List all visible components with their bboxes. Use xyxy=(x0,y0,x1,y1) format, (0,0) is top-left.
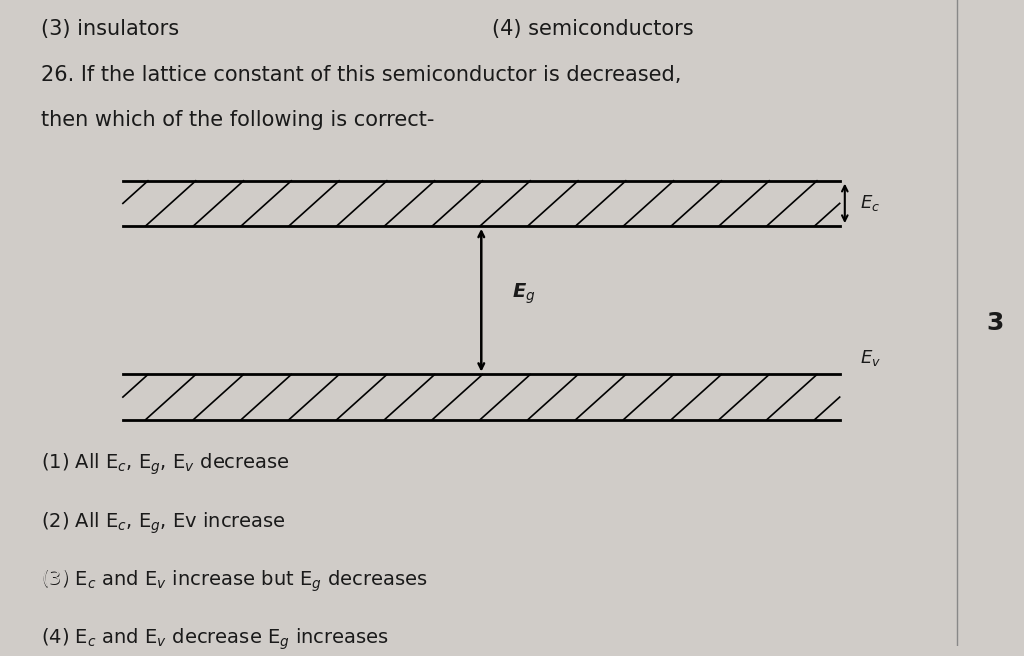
Text: E$_c$: E$_c$ xyxy=(860,194,881,213)
Text: (2) All E$_{c}$, E$_{g}$, Ev increase: (2) All E$_{c}$, E$_{g}$, Ev increase xyxy=(41,510,286,535)
Text: (4) E$_{c}$ and E$_{v}$ decrease E$_{g}$ increases: (4) E$_{c}$ and E$_{v}$ decrease E$_{g}$… xyxy=(41,626,389,652)
Text: (4) semiconductors: (4) semiconductors xyxy=(492,20,693,39)
Text: then which of the following is correct-: then which of the following is correct- xyxy=(41,110,434,130)
Text: (3): (3) xyxy=(41,568,69,587)
Text: 3: 3 xyxy=(986,311,1004,335)
Text: (1) All E$_{c}$, E$_{g}$, E$_{v}$ decrease: (1) All E$_{c}$, E$_{g}$, E$_{v}$ decrea… xyxy=(41,452,290,478)
Text: E$_v$: E$_v$ xyxy=(860,348,882,368)
Text: (3) E$_{c}$ and E$_{v}$ increase but E$_{g}$ decreases: (3) E$_{c}$ and E$_{v}$ increase but E$_… xyxy=(41,568,428,594)
Text: 26. If the lattice constant of this semiconductor is decreased,: 26. If the lattice constant of this semi… xyxy=(41,64,681,85)
Text: (3) insulators: (3) insulators xyxy=(41,20,179,39)
Text: E$_g$: E$_g$ xyxy=(512,281,536,306)
